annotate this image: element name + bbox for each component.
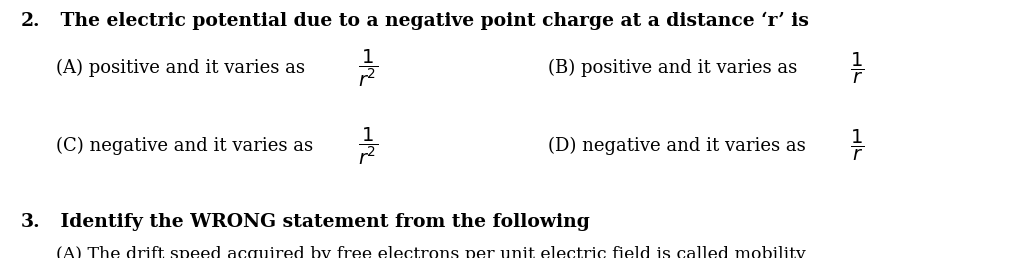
Text: $\dfrac{1}{r}$: $\dfrac{1}{r}$: [850, 51, 864, 86]
Text: (B) positive and it varies as: (B) positive and it varies as: [548, 59, 803, 77]
Text: The electric potential due to a negative point charge at a distance ‘r’ is: The electric potential due to a negative…: [54, 12, 809, 30]
Text: (D) negative and it varies as: (D) negative and it varies as: [548, 137, 811, 155]
Text: 3.: 3.: [20, 213, 40, 231]
Text: (C) negative and it varies as: (C) negative and it varies as: [56, 137, 319, 155]
Text: $\dfrac{1}{r^2}$: $\dfrac{1}{r^2}$: [358, 125, 379, 167]
Text: (A) The drift speed acquired by free electrons per unit electric field is called: (A) The drift speed acquired by free ele…: [56, 246, 806, 258]
Text: (A) positive and it varies as: (A) positive and it varies as: [56, 59, 311, 77]
Text: Identify the WRONG statement from the following: Identify the WRONG statement from the fo…: [54, 213, 590, 231]
Text: $\dfrac{1}{r}$: $\dfrac{1}{r}$: [850, 128, 864, 163]
Text: $\dfrac{1}{r^2}$: $\dfrac{1}{r^2}$: [358, 47, 379, 89]
Text: 2.: 2.: [20, 12, 40, 30]
